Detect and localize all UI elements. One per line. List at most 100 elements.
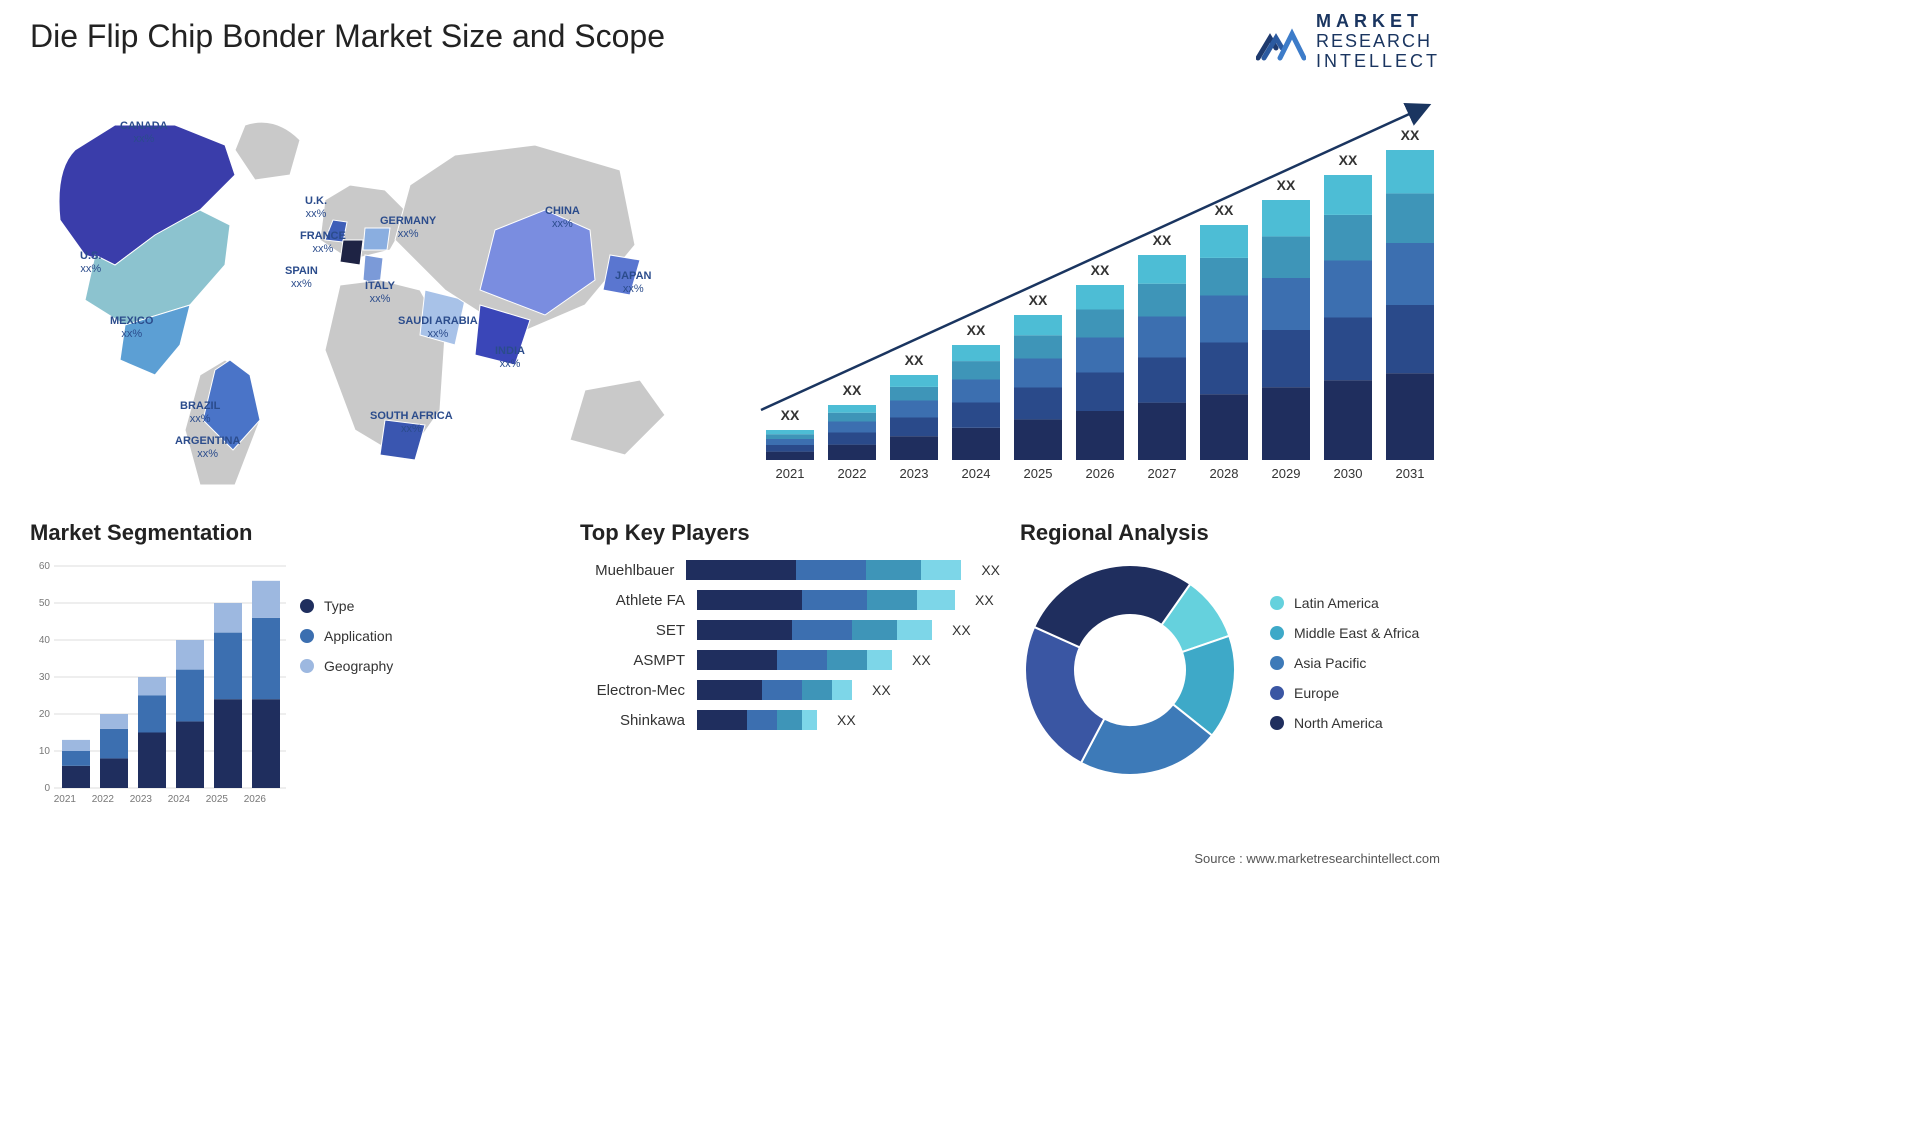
map-label: U.S.xx%: [80, 250, 101, 276]
key-player-row: MuehlbauerXX: [580, 560, 1000, 580]
key-player-value: XX: [837, 712, 856, 728]
key-player-row: ASMPT XX: [580, 650, 1000, 670]
legend-label: North America: [1294, 715, 1383, 731]
key-player-row: Athlete FAXX: [580, 590, 1000, 610]
map-label: SOUTH AFRICAxx%: [370, 410, 453, 436]
bar-segment: [777, 710, 802, 730]
legend-item: Geography: [300, 658, 393, 674]
svg-text:2023: 2023: [900, 466, 929, 481]
svg-text:2031: 2031: [1396, 466, 1425, 481]
bar-segment: [802, 710, 817, 730]
map-label: JAPANxx%: [615, 270, 651, 296]
svg-text:40: 40: [39, 635, 51, 646]
legend-label: Type: [324, 598, 354, 614]
bar-segment: [867, 650, 892, 670]
bar-segment: [802, 680, 832, 700]
regional-title: Regional Analysis: [1020, 520, 1440, 546]
svg-text:XX: XX: [1277, 177, 1296, 193]
svg-text:2025: 2025: [206, 794, 229, 805]
map-label: CANADAxx%: [120, 120, 168, 146]
legend-swatch: [300, 629, 314, 643]
segmentation-title: Market Segmentation: [30, 520, 460, 546]
map-label: GERMANYxx%: [380, 215, 436, 241]
bar-segment: [852, 620, 897, 640]
legend-item: Latin America: [1270, 595, 1419, 611]
key-player-value: XX: [981, 562, 1000, 578]
map-label: SPAINxx%: [285, 265, 318, 291]
legend-item: North America: [1270, 715, 1419, 731]
logo-line2: RESEARCH: [1316, 32, 1440, 50]
world-map: CANADAxx% U.S.xx% MEXICOxx% BRAZILxx% ARGENT…: [25, 90, 705, 490]
svg-text:50: 50: [39, 598, 51, 609]
regional-legend: Latin America Middle East & Africa Asia Pa…: [1270, 595, 1419, 745]
segmentation-legend: Type Application Geography: [300, 598, 393, 688]
key-player-bar: [697, 710, 817, 730]
legend-label: Asia Pacific: [1294, 655, 1366, 671]
svg-text:2021: 2021: [776, 466, 805, 481]
svg-text:XX: XX: [781, 407, 800, 423]
source-text: Source : www.marketresearchintellect.com: [1194, 851, 1440, 866]
svg-text:2024: 2024: [168, 794, 191, 805]
map-label: ITALYxx%: [365, 280, 395, 306]
key-player-bar: [697, 620, 932, 640]
bar-segment: [697, 680, 762, 700]
svg-text:XX: XX: [1215, 202, 1234, 218]
key-player-bar: [697, 680, 852, 700]
bar-segment: [832, 680, 852, 700]
legend-label: Geography: [324, 658, 393, 674]
legend-label: Europe: [1294, 685, 1339, 701]
legend-swatch: [1270, 626, 1284, 640]
svg-text:XX: XX: [1091, 262, 1110, 278]
bar-segment: [686, 560, 796, 580]
bar-segment: [747, 710, 777, 730]
legend-swatch: [1270, 656, 1284, 670]
map-label: SAUDI ARABIAxx%: [398, 315, 478, 341]
key-player-name: SET: [580, 622, 685, 639]
legend-label: Latin America: [1294, 595, 1379, 611]
legend-item: Type: [300, 598, 393, 614]
svg-text:20: 20: [39, 709, 51, 720]
legend-swatch: [300, 659, 314, 673]
svg-text:XX: XX: [1401, 127, 1420, 143]
svg-text:2021: 2021: [54, 794, 77, 805]
key-player-name: ASMPT: [580, 652, 685, 669]
svg-text:XX: XX: [967, 322, 986, 338]
map-label: INDIAxx%: [495, 345, 525, 371]
svg-text:2030: 2030: [1334, 466, 1363, 481]
bar-segment: [802, 590, 867, 610]
bar-segment: [697, 710, 747, 730]
svg-text:XX: XX: [1339, 152, 1358, 168]
svg-text:2023: 2023: [130, 794, 153, 805]
map-label: ARGENTINAxx%: [175, 435, 240, 461]
regional-donut: [1020, 560, 1240, 780]
key-player-row: SET XX: [580, 620, 1000, 640]
bar-segment: [697, 650, 777, 670]
svg-text:0: 0: [44, 783, 50, 794]
key-player-value: XX: [912, 652, 931, 668]
key-player-bar: [697, 650, 892, 670]
svg-text:2026: 2026: [1086, 466, 1115, 481]
bar-segment: [921, 560, 961, 580]
legend-swatch: [1270, 716, 1284, 730]
bar-segment: [866, 560, 921, 580]
legend-item: Application: [300, 628, 393, 644]
svg-text:XX: XX: [905, 352, 924, 368]
key-player-value: XX: [952, 622, 971, 638]
svg-text:2022: 2022: [838, 466, 867, 481]
svg-text:2022: 2022: [92, 794, 115, 805]
legend-label: Application: [324, 628, 393, 644]
bar-segment: [697, 590, 802, 610]
svg-text:XX: XX: [1029, 292, 1048, 308]
map-label: U.K.xx%: [305, 195, 327, 221]
key-player-name: Shinkawa: [580, 712, 685, 729]
bar-segment: [792, 620, 852, 640]
svg-text:2028: 2028: [1210, 466, 1239, 481]
svg-text:2024: 2024: [962, 466, 991, 481]
bar-segment: [917, 590, 955, 610]
legend-item: Middle East & Africa: [1270, 625, 1419, 641]
segmentation-panel: Market Segmentation 01020304050602021202…: [30, 520, 460, 810]
map-label: MEXICOxx%: [110, 315, 153, 341]
legend-item: Europe: [1270, 685, 1419, 701]
map-label: BRAZILxx%: [180, 400, 220, 426]
svg-text:XX: XX: [843, 382, 862, 398]
